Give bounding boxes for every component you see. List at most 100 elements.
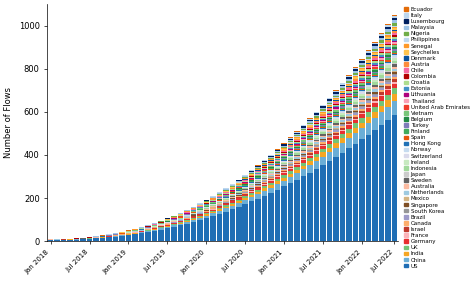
Bar (353, 68, 358, 69)
Bar (359, 85, 365, 86)
Bar (379, 45, 384, 47)
Bar (268, 176, 274, 177)
Bar (340, 105, 346, 106)
Bar (262, 174, 267, 175)
Bar (314, 131, 319, 132)
Bar (294, 180, 300, 241)
Bar (301, 146, 306, 147)
Bar (301, 135, 306, 136)
Bar (249, 174, 255, 175)
Bar (210, 206, 216, 207)
Bar (366, 94, 371, 96)
Bar (294, 167, 300, 170)
Bar (392, 47, 397, 49)
Bar (307, 158, 313, 161)
Bar (275, 184, 281, 190)
Bar (346, 104, 352, 105)
Bar (307, 123, 313, 124)
Bar (294, 160, 300, 161)
Bar (366, 103, 371, 105)
Bar (191, 219, 196, 220)
Bar (346, 106, 352, 107)
Bar (275, 168, 281, 169)
Bar (333, 98, 339, 99)
Bar (243, 180, 248, 181)
Bar (301, 144, 306, 145)
Bar (340, 103, 346, 104)
Bar (249, 181, 255, 182)
Bar (307, 146, 313, 147)
Bar (340, 106, 346, 108)
Bar (203, 206, 209, 207)
Bar (275, 149, 281, 150)
Bar (379, 85, 384, 86)
Bar (385, 79, 391, 80)
Bar (327, 148, 332, 152)
Bar (275, 162, 281, 163)
Bar (282, 181, 287, 187)
Bar (236, 203, 242, 207)
Bar (255, 171, 261, 172)
Bar (223, 207, 228, 208)
Bar (379, 88, 384, 90)
Bar (307, 156, 313, 158)
Bar (340, 153, 346, 241)
Bar (294, 131, 300, 132)
Bar (275, 163, 281, 164)
Bar (255, 165, 261, 166)
Bar (282, 187, 287, 241)
Bar (243, 181, 248, 182)
Bar (249, 193, 255, 195)
Bar (359, 90, 365, 91)
Bar (372, 42, 378, 43)
Bar (333, 110, 339, 112)
Bar (282, 173, 287, 175)
Bar (346, 133, 352, 138)
Bar (288, 164, 293, 165)
Bar (359, 128, 365, 139)
Bar (366, 109, 371, 112)
Bar (379, 70, 384, 71)
Bar (268, 170, 274, 171)
Bar (320, 132, 326, 134)
Bar (359, 82, 365, 83)
Bar (340, 117, 346, 119)
Bar (320, 141, 326, 142)
Bar (210, 216, 216, 241)
Bar (340, 131, 346, 134)
Bar (372, 95, 378, 96)
Bar (372, 61, 378, 63)
Bar (210, 208, 216, 209)
Bar (372, 66, 378, 67)
Bar (333, 106, 339, 107)
Bar (223, 192, 228, 193)
Bar (359, 61, 365, 63)
Bar (255, 185, 261, 186)
Bar (229, 188, 235, 189)
Bar (333, 114, 339, 115)
Bar (275, 156, 281, 157)
Bar (268, 159, 274, 160)
Bar (268, 173, 274, 175)
Bar (359, 109, 365, 111)
Bar (288, 183, 293, 241)
Bar (268, 166, 274, 167)
Bar (288, 154, 293, 155)
Bar (379, 73, 384, 75)
Bar (282, 172, 287, 173)
Bar (249, 191, 255, 192)
Bar (236, 197, 242, 198)
Bar (379, 96, 384, 101)
Bar (333, 96, 339, 97)
Bar (359, 111, 365, 113)
Bar (392, 52, 397, 54)
Bar (197, 216, 202, 217)
Bar (294, 142, 300, 143)
Bar (346, 99, 352, 100)
Bar (223, 196, 228, 197)
Bar (359, 75, 365, 76)
Bar (353, 99, 358, 100)
Bar (217, 199, 222, 200)
Bar (379, 101, 384, 106)
Bar (385, 120, 391, 241)
